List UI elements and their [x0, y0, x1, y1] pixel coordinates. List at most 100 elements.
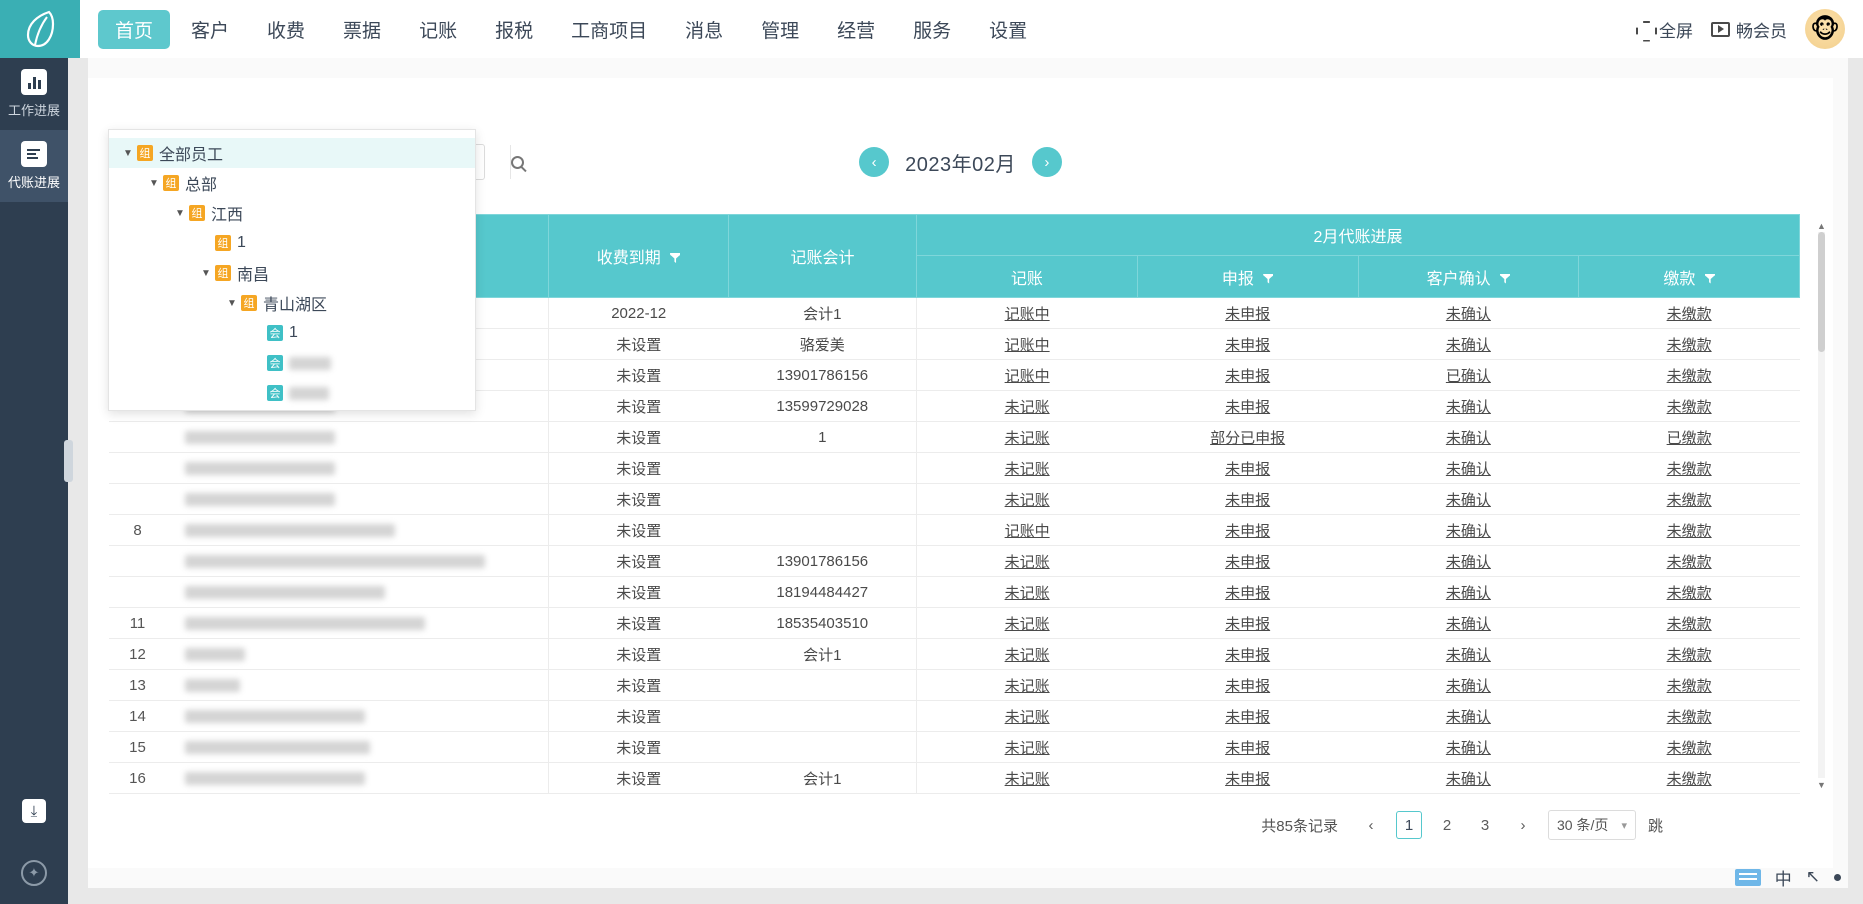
- cell-declare[interactable]: 未申报: [1137, 483, 1358, 515]
- cell-bookkeeping[interactable]: 未记账: [916, 390, 1138, 422]
- table-row[interactable]: 未设置 未记账 未申报 未确认 未缴款: [108, 483, 1800, 515]
- tree-node[interactable]: 会: [109, 348, 475, 378]
- col-fee-due[interactable]: 收费到期: [548, 214, 729, 298]
- table-row[interactable]: 16 未设置 会计1 未记账 未申报 未确认 未缴款: [108, 762, 1800, 794]
- cell-bookkeeping[interactable]: 记账中: [916, 359, 1138, 391]
- cell-customer-confirm[interactable]: 未确认: [1358, 669, 1579, 701]
- page-button-1[interactable]: 1: [1395, 811, 1422, 839]
- confirm-link[interactable]: 未确认: [1445, 770, 1491, 788]
- declare-link[interactable]: 未申报: [1225, 305, 1271, 323]
- caret-down-icon[interactable]: ▼: [175, 207, 185, 219]
- table-row[interactable]: 8 未设置 记账中 未申报 未确认 未缴款: [108, 514, 1800, 546]
- prev-month-button[interactable]: ‹: [859, 147, 890, 177]
- confirm-link[interactable]: 未确认: [1445, 677, 1491, 695]
- declare-link[interactable]: 未申报: [1225, 615, 1271, 633]
- punctuation-icon[interactable]: ↖: [1805, 867, 1820, 886]
- keyboard-icon[interactable]: [1734, 868, 1761, 886]
- filter-icon[interactable]: [1500, 273, 1511, 284]
- bookkeeping-link[interactable]: 记账中: [1004, 336, 1050, 354]
- col-payment[interactable]: 缴款: [1578, 255, 1800, 298]
- page-next-button[interactable]: ›: [1520, 816, 1526, 834]
- declare-link[interactable]: 未申报: [1225, 770, 1271, 788]
- payment-link[interactable]: 未缴款: [1666, 646, 1712, 664]
- page-size-select[interactable]: 30 条/页 ▾: [1547, 810, 1636, 840]
- filter-icon[interactable]: [1263, 273, 1274, 284]
- cell-bookkeeping[interactable]: 未记账: [916, 421, 1138, 453]
- cell-customer-confirm[interactable]: 未确认: [1358, 638, 1579, 670]
- cell-declare[interactable]: 未申报: [1137, 576, 1358, 608]
- nav-item-management[interactable]: 管理: [761, 20, 800, 42]
- next-month-button[interactable]: ›: [1031, 147, 1062, 177]
- declare-link[interactable]: 未申报: [1225, 522, 1271, 540]
- nav-item-home[interactable]: 首页: [98, 9, 171, 49]
- cell-declare[interactable]: 未申报: [1137, 359, 1358, 391]
- page-prev-button[interactable]: ‹: [1368, 816, 1374, 834]
- tree-node[interactable]: 会: [109, 378, 475, 408]
- bookkeeping-link[interactable]: 未记账: [1004, 398, 1050, 416]
- confirm-link[interactable]: 未确认: [1445, 646, 1491, 664]
- bookkeeping-link[interactable]: 记账中: [1004, 367, 1050, 385]
- app-logo[interactable]: [0, 0, 80, 58]
- payment-link[interactable]: 未缴款: [1666, 615, 1712, 633]
- payment-link[interactable]: 未缴款: [1666, 708, 1712, 726]
- cell-payment[interactable]: 未缴款: [1578, 359, 1800, 391]
- ime-lang-label[interactable]: 中: [1774, 869, 1792, 889]
- cell-bookkeeping[interactable]: 未记账: [916, 545, 1138, 577]
- cell-customer-confirm[interactable]: 未确认: [1358, 390, 1579, 422]
- nav-item-business-project[interactable]: 工商项目: [571, 20, 648, 42]
- declare-link[interactable]: 未申报: [1225, 367, 1271, 385]
- page-button-3[interactable]: 3: [1480, 816, 1490, 834]
- table-row[interactable]: 15 未设置 未记账 未申报 未确认 未缴款: [108, 731, 1800, 763]
- col-declare[interactable]: 申报: [1136, 255, 1359, 298]
- caret-down-icon[interactable]: ▼: [149, 177, 159, 189]
- cell-customer-confirm[interactable]: 已确认: [1358, 359, 1579, 391]
- bookkeeping-link[interactable]: 未记账: [1004, 491, 1050, 509]
- declare-link[interactable]: 未申报: [1225, 646, 1271, 664]
- cell-payment[interactable]: 未缴款: [1578, 514, 1800, 546]
- cell-declare[interactable]: 未申报: [1137, 638, 1358, 670]
- cell-payment[interactable]: 未缴款: [1578, 669, 1800, 701]
- confirm-link[interactable]: 未确认: [1445, 336, 1491, 354]
- table-row[interactable]: 未设置 18194484427 未记账 未申报 未确认 未缴款: [108, 576, 1800, 608]
- scrollbar-track[interactable]: [1818, 232, 1825, 778]
- bookkeeping-link[interactable]: 未记账: [1004, 553, 1050, 571]
- declare-link[interactable]: 未申报: [1225, 398, 1271, 416]
- payment-link[interactable]: 未缴款: [1666, 770, 1712, 788]
- scrollbar-thumb[interactable]: [1818, 232, 1825, 352]
- cell-declare[interactable]: 未申报: [1137, 762, 1358, 794]
- tree-node[interactable]: ▼ 组江西: [109, 198, 475, 228]
- sidebar-item-agency-progress[interactable]: 代账进展: [0, 130, 68, 202]
- bookkeeping-link[interactable]: 未记账: [1004, 584, 1050, 602]
- confirm-link[interactable]: 未确认: [1445, 460, 1491, 478]
- payment-link[interactable]: 未缴款: [1666, 677, 1712, 695]
- confirm-link[interactable]: 未确认: [1445, 708, 1491, 726]
- cell-customer-confirm[interactable]: 未确认: [1358, 514, 1579, 546]
- table-row[interactable]: 12 未设置 会计1 未记账 未申报 未确认 未缴款: [108, 638, 1800, 670]
- cell-declare[interactable]: 未申报: [1137, 700, 1358, 732]
- cell-bookkeeping[interactable]: 未记账: [916, 452, 1138, 484]
- nav-item-bookkeeping[interactable]: 记账: [419, 20, 458, 42]
- cell-customer-confirm[interactable]: 未确认: [1358, 607, 1579, 639]
- declare-link[interactable]: 未申报: [1225, 677, 1271, 695]
- cell-bookkeeping[interactable]: 未记账: [916, 669, 1138, 701]
- col-customer-confirm[interactable]: 客户确认: [1357, 255, 1580, 298]
- tree-node[interactable]: ▼ 组南昌: [109, 258, 475, 288]
- cell-payment[interactable]: 未缴款: [1578, 607, 1800, 639]
- bookkeeping-link[interactable]: 未记账: [1004, 677, 1050, 695]
- payment-link[interactable]: 未缴款: [1666, 584, 1712, 602]
- page-button-2[interactable]: 2: [1442, 816, 1452, 834]
- nav-item-invoice[interactable]: 票据: [343, 20, 382, 42]
- payment-link[interactable]: 未缴款: [1666, 491, 1712, 509]
- caret-down-icon[interactable]: ▼: [227, 297, 237, 309]
- declare-link[interactable]: 未申报: [1225, 708, 1271, 726]
- cell-declare[interactable]: 未申报: [1137, 297, 1358, 329]
- bookkeeping-link[interactable]: 未记账: [1004, 429, 1050, 447]
- cell-declare[interactable]: 未申报: [1137, 607, 1358, 639]
- cell-payment[interactable]: 未缴款: [1578, 452, 1800, 484]
- table-row[interactable]: 14 未设置 未记账 未申报 未确认 未缴款: [108, 700, 1800, 732]
- cell-customer-confirm[interactable]: 未确认: [1358, 762, 1579, 794]
- declare-link[interactable]: 未申报: [1225, 739, 1271, 757]
- download-button[interactable]: ⤓: [0, 780, 68, 842]
- confirm-link[interactable]: 未确认: [1445, 615, 1491, 633]
